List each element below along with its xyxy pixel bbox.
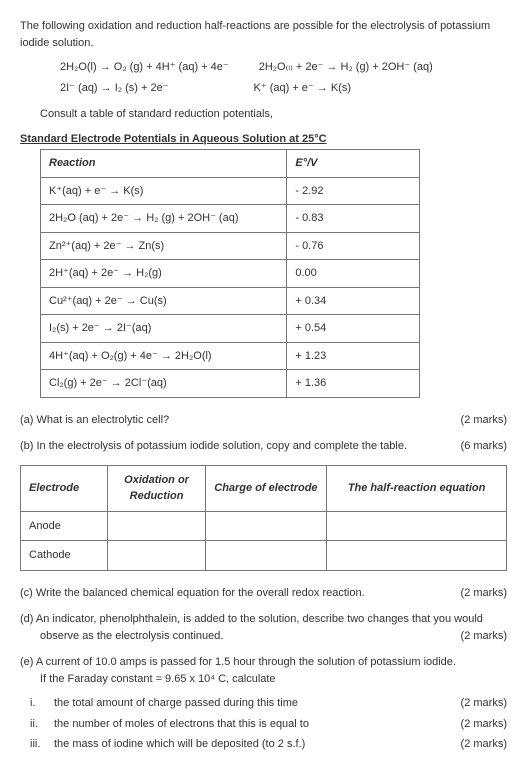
header-oxred: Oxidation or Reduction [108,465,205,511]
reaction-a: 2H₂O(l) → O₂ (g) + 4H⁺ (aq) + 4e⁻ [60,59,229,76]
table-row: I₂(s) + 2e⁻ → 2I⁻(aq)+ 0.54 [41,315,420,343]
table-row: Zn²⁺(aq) + 2e⁻ → Zn(s)- 0.76 [41,232,420,260]
reaction-b: 2H₂O₍ₗ₎ + 2e⁻ → H₂ (g) + 2OH⁻ (aq) [259,59,433,76]
table-row: Cu²⁺(aq) + 2e⁻ → Cu(s)+ 0.34 [41,287,420,315]
item-marks: (2 marks) [451,695,507,712]
item-marks: (2 marks) [451,736,507,753]
item-text: the number of moles of electrons that th… [54,716,451,733]
table-row: 4H⁺(aq) + O₂(g) + 4e⁻ → 2H₂O(l)+ 1.23 [41,342,420,370]
reaction-c: 2I⁻ (aq) → I₂ (s) + 2e⁻ [60,80,169,97]
question-d: (d) An indicator, phenolphthalein, is ad… [20,611,507,644]
list-item: i. the total amount of charge passed dur… [30,695,507,712]
question-e-subitems: i. the total amount of charge passed dur… [30,695,507,753]
item-text: the total amount of charge passed during… [54,695,451,712]
reaction-d: K⁺ (aq) + e⁻ → K(s) [254,80,352,97]
question-b-marks: (6 marks) [451,438,507,455]
cathode-label: Cathode [21,541,108,571]
question-c-text: (c) Write the balanced chemical equation… [20,585,365,602]
header-reaction: Reaction [41,150,287,178]
question-e-line2: If the Faraday constant = 9.65 x 10⁴ C, … [40,671,507,688]
header-electrode: Electrode [21,465,108,511]
header-ev: E°/V [287,150,420,178]
question-a-marks: (2 marks) [451,412,507,429]
electrode-table: Electrode Oxidation or Reduction Charge … [20,465,507,571]
question-b: (b) In the electrolysis of potassium iod… [20,438,507,455]
question-b-text: (b) In the electrolysis of potassium iod… [20,438,407,455]
question-d-marks: (2 marks) [451,628,507,645]
table-row: K⁺(aq) + e⁻ → K(s)- 2.92 [41,177,420,205]
item-text: the mass of iodine which will be deposit… [54,736,451,753]
reaction-row-1: 2H₂O(l) → O₂ (g) + 4H⁺ (aq) + 4e⁻ 2H₂O₍ₗ… [60,59,507,76]
question-e-line1: (e) A current of 10.0 amps is passed for… [20,654,507,671]
question-d-line2: observe as the electrolysis continued. [40,628,223,645]
header-charge: Charge of electrode [205,465,327,511]
question-e: (e) A current of 10.0 amps is passed for… [20,654,507,687]
anode-label: Anode [21,511,108,541]
item-marks: (2 marks) [451,716,507,733]
question-c-marks: (2 marks) [451,585,507,602]
question-c: (c) Write the balanced chemical equation… [20,585,507,602]
header-half: The half-reaction equation [327,465,507,511]
table-row: Cl₂(g) + 2e⁻ → 2Cl⁻(aq)+ 1.36 [41,370,420,398]
item-number: i. [30,695,54,712]
question-a: (a) What is an electrolytic cell? (2 mar… [20,412,507,429]
table-row: 2H⁺(aq) + 2e⁻ → H₂(g)0.00 [41,260,420,288]
list-item: iii. the mass of iodine which will be de… [30,736,507,753]
consult-text: Consult a table of standard reduction po… [40,106,507,123]
list-item: ii. the number of moles of electrons tha… [30,716,507,733]
item-number: ii. [30,716,54,733]
question-a-text: (a) What is an electrolytic cell? [20,412,169,429]
question-d-line1: (d) An indicator, phenolphthalein, is ad… [20,611,507,628]
table-row: Anode [21,511,507,541]
table-row: Cathode [21,541,507,571]
table-row: 2H₂O (aq) + 2e⁻ → H₂ (g) + 2OH⁻ (aq)- 0.… [41,205,420,233]
potentials-table: Reaction E°/V K⁺(aq) + e⁻ → K(s)- 2.92 2… [40,149,420,398]
item-number: iii. [30,736,54,753]
potentials-table-title: Standard Electrode Potentials in Aqueous… [20,131,507,148]
reaction-row-2: 2I⁻ (aq) → I₂ (s) + 2e⁻ K⁺ (aq) + e⁻ → K… [60,80,507,97]
intro-text: The following oxidation and reduction ha… [20,18,507,51]
